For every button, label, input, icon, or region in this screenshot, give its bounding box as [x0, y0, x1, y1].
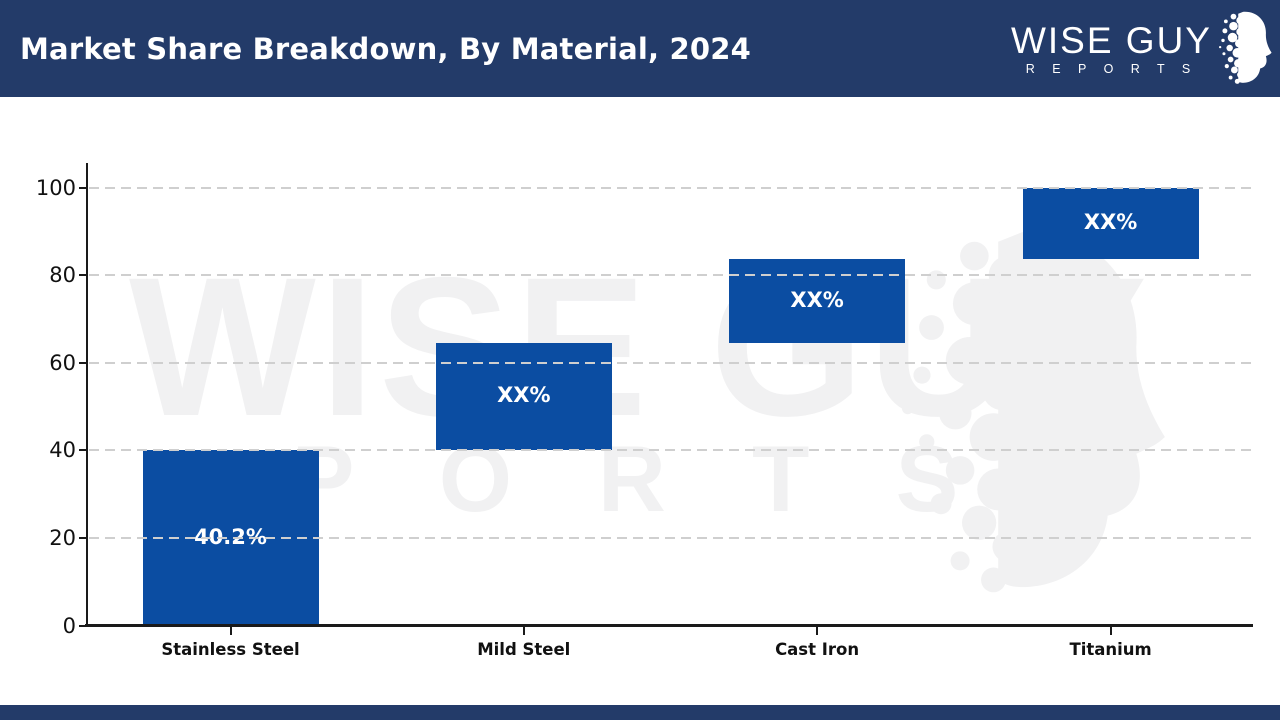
x-tick-cast-iron [816, 627, 819, 635]
header-bar: Market Share Breakdown, By Material, 202… [0, 0, 1280, 97]
gridline-80 [89, 274, 1253, 277]
wise-guy-logo: WISE GUY R E P O R T S [1011, 0, 1272, 97]
x-category-label-cast-iron: Cast Iron [775, 640, 860, 659]
x-category-label-stainless-steel: Stainless Steel [161, 640, 300, 659]
y-tick-60 [79, 361, 87, 364]
bar-titanium: XX% [1022, 187, 1199, 259]
bar-cast-iron: XX% [729, 258, 906, 344]
y-tick-80 [79, 274, 87, 277]
gridline-20 [89, 536, 1253, 539]
bar-value-label: 40.2% [194, 524, 267, 549]
y-tick-label-80: 80 [49, 263, 76, 288]
page-title: Market Share Breakdown, By Material, 202… [20, 31, 752, 66]
y-tick-100 [79, 186, 87, 189]
y-tick-label-40: 40 [49, 438, 76, 463]
logo-subtext: R E P O R T S [1025, 61, 1198, 76]
footer-bar [0, 705, 1280, 720]
bar-mild-steel: XX% [435, 343, 612, 450]
x-category-label-mild-steel: Mild Steel [477, 640, 571, 659]
y-tick-40 [79, 449, 87, 452]
bar-value-label: XX% [497, 383, 551, 408]
y-tick-label-20: 20 [49, 525, 76, 550]
gridline-60 [89, 361, 1253, 364]
gridline-40 [89, 449, 1253, 452]
x-category-label-titanium: Titanium [1069, 640, 1152, 659]
logo-head-icon [1219, 11, 1272, 84]
x-tick-titanium [1109, 627, 1112, 635]
watermark-head-icon [902, 231, 1165, 593]
watermark-text-reports: P O R T S [291, 426, 989, 531]
y-axis-line [86, 163, 88, 627]
y-tick-label-0: 0 [62, 613, 76, 638]
y-tick-0 [79, 624, 87, 627]
gridline-100 [89, 186, 1253, 189]
logo-wordmark: WISE GUY [1010, 19, 1212, 61]
x-tick-mild-steel [522, 627, 525, 635]
x-axis-line [85, 624, 1253, 627]
y-tick-20 [79, 536, 87, 539]
bar-value-label: XX% [1083, 210, 1138, 235]
x-tick-stainless-steel [229, 627, 232, 635]
y-tick-label-100: 100 [35, 175, 76, 200]
bar-value-label: XX% [790, 287, 844, 312]
y-tick-label-60: 60 [49, 350, 76, 375]
